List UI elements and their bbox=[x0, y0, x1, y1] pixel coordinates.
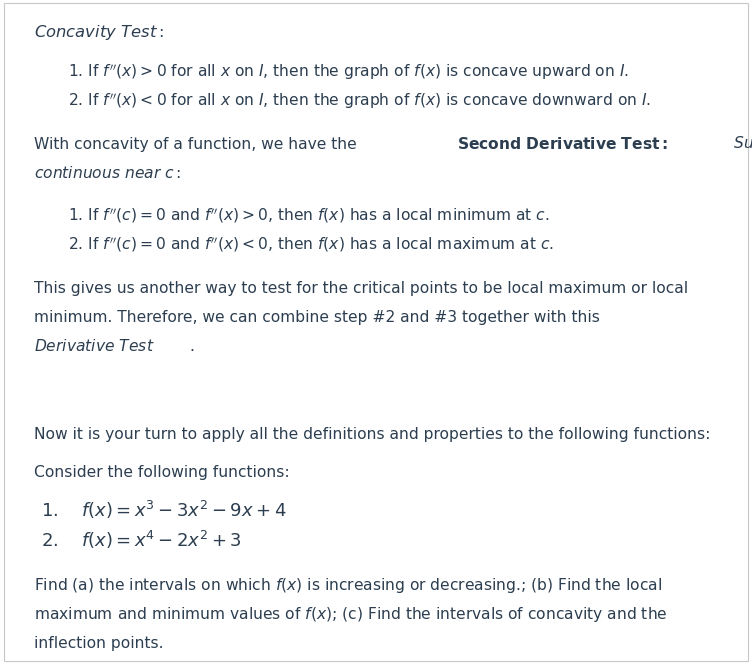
Text: maximum and minimum values of $f(x)$; (c) Find the intervals of concavity and th: maximum and minimum values of $f(x)$; (c… bbox=[34, 606, 668, 624]
Text: 1. If $f''(x) > 0$ for all $x$ on $I$, then the graph of $f(x)$ is concave upwar: 1. If $f''(x) > 0$ for all $x$ on $I$, t… bbox=[68, 62, 629, 82]
Text: minimum. Therefore, we can combine step #2 and #3 together with this: minimum. Therefore, we can combine step … bbox=[34, 309, 605, 325]
Text: 1. If $f''(c) = 0$ and $f''(x) > 0$, then $f(x)$ has a local minimum at $c$.: 1. If $f''(c) = 0$ and $f''(x) > 0$, the… bbox=[68, 207, 550, 225]
Text: $\bf{\it{Concavity\ Test:}}$: $\bf{\it{Concavity\ Test:}}$ bbox=[34, 23, 164, 42]
Text: 1.    $f(x) = x^3 - 3x^2 - 9x + 4$: 1. $f(x) = x^3 - 3x^2 - 9x + 4$ bbox=[41, 499, 287, 521]
Text: With concavity of a function, we have the: With concavity of a function, we have th… bbox=[34, 137, 362, 152]
Text: .: . bbox=[190, 339, 194, 354]
Text: 2.    $f(x) = x^4 - 2x^2 + 3$: 2. $f(x) = x^4 - 2x^2 + 3$ bbox=[41, 529, 242, 552]
Text: 2. If $f''(x) < 0$ for all $x$ on $I$, then the graph of $f(x)$ is concave downw: 2. If $f''(x) < 0$ for all $x$ on $I$, t… bbox=[68, 92, 651, 111]
Text: 2. If $f''(c) = 0$ and $f''(x) < 0$, then $f(x)$ has a local maximum at $c$.: 2. If $f''(c) = 0$ and $f''(x) < 0$, the… bbox=[68, 236, 554, 254]
Text: $\bf{\it{Derivative\ Test}}$: $\bf{\it{Derivative\ Test}}$ bbox=[34, 338, 154, 354]
Text: This gives us another way to test for the critical points to be local maximum or: This gives us another way to test for th… bbox=[34, 281, 688, 295]
Text: $\it{continuous\ near}$ $c\it{:}$: $\it{continuous\ near}$ $c\it{:}$ bbox=[34, 165, 181, 181]
Text: Consider the following functions:: Consider the following functions: bbox=[34, 465, 290, 480]
Text: Now it is your turn to apply all the definitions and properties to the following: Now it is your turn to apply all the def… bbox=[34, 427, 710, 442]
Text: $\it{Suppose}$ $f''(x)$ $\it{is}$: $\it{Suppose}$ $f''(x)$ $\it{is}$ bbox=[729, 134, 752, 154]
Text: inflection points.: inflection points. bbox=[34, 636, 163, 651]
Text: $\bf{Second\ Derivative\ Test:}$: $\bf{Second\ Derivative\ Test:}$ bbox=[456, 136, 668, 152]
Text: Find (a) the intervals on which $f(x)$ is increasing or decreasing.; (b) Find th: Find (a) the intervals on which $f(x)$ i… bbox=[34, 576, 662, 596]
